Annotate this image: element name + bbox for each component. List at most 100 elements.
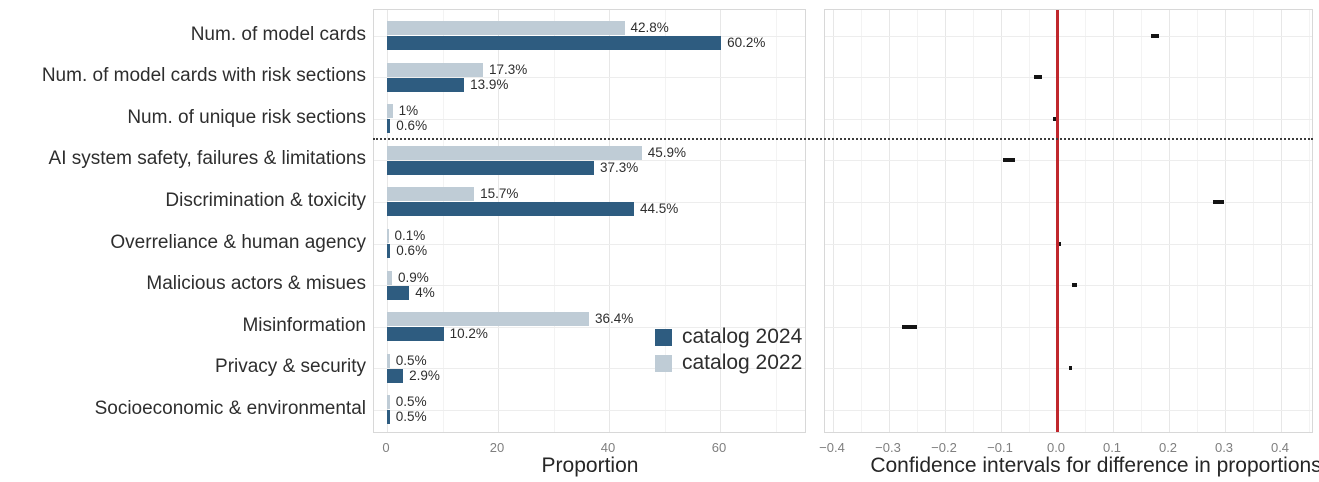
legend-swatch-catalog-2022 <box>655 354 672 372</box>
gridline-minor <box>861 10 862 432</box>
gridline-major <box>945 10 946 432</box>
bar-value-label-2024: 60.2% <box>727 35 766 50</box>
bar-value-label-2024: 0.5% <box>395 409 427 425</box>
gridline-minor <box>775 10 777 432</box>
x-tick-label: 0.1 <box>1102 440 1122 455</box>
bar-catalog-2022 <box>387 21 625 35</box>
bar-catalog-2024 <box>387 160 594 175</box>
x-tick-label: −0.1 <box>987 440 1013 455</box>
bar-catalog-2024 <box>387 244 391 258</box>
proportion-bar-panel: 42.8% 60.2% 17.3% 13.9% 1% 0.6% 45.9% 37.3% 15.7… <box>373 9 806 433</box>
gridline-minor <box>553 10 555 432</box>
bar-catalog-2024 <box>387 327 444 342</box>
bar-catalog-2022 <box>387 312 589 327</box>
bar-value-label-2024: 2.9% <box>409 367 440 383</box>
bar-value-label-2022: 0.5% <box>395 394 427 410</box>
left-axis-title: Proportion <box>541 454 639 477</box>
gridline-row <box>374 243 805 245</box>
legend-label-catalog-2022: catalog 2022 <box>682 351 803 374</box>
bar-value-label-2022: 0.1% <box>394 228 426 243</box>
gridline-major <box>889 10 890 432</box>
bar-value-label-2022: 0.5% <box>395 352 427 368</box>
bar-value-label-2022: 15.7% <box>480 186 519 202</box>
gridline-row <box>374 77 805 79</box>
x-tick-label: 0.4 <box>1270 440 1290 455</box>
gridline-major <box>1001 10 1002 432</box>
gridline-minor <box>1029 10 1030 432</box>
x-tick-label: 0.3 <box>1214 440 1234 455</box>
x-tick-label: 20 <box>489 440 505 455</box>
x-tick-label: 60 <box>711 440 727 455</box>
bar-value-label-2022: 1% <box>398 103 419 119</box>
gridline-major <box>498 10 499 432</box>
confidence-interval-panel <box>824 9 1313 433</box>
bar-catalog-2024 <box>387 368 404 383</box>
gridline-major <box>1225 10 1226 432</box>
gridline-row <box>825 285 1312 287</box>
ci-mark <box>1068 366 1073 371</box>
gridline-minor <box>664 10 666 432</box>
bar-value-label-2024: 13.9% <box>470 76 509 92</box>
right-axis-title: Confidence intervals for difference in p… <box>870 454 1319 477</box>
bar-catalog-2024 <box>387 36 722 50</box>
category-label: Malicious actors & misues <box>146 273 366 295</box>
gridline-minor <box>1253 10 1254 432</box>
gridline-row <box>825 201 1312 203</box>
ci-mark <box>902 324 918 329</box>
gridline-row <box>825 243 1312 245</box>
gridline-row <box>374 326 805 328</box>
bar-value-label-2024: 44.5% <box>640 201 679 217</box>
bar-value-label-2022: 17.3% <box>489 61 528 77</box>
ci-mark <box>1058 241 1061 246</box>
legend: catalog 2024 catalog 2022 <box>655 324 802 376</box>
gridline-major <box>1169 10 1170 432</box>
x-tick-label: −0.4 <box>819 440 845 455</box>
bar-value-label-2024: 0.6% <box>396 118 428 134</box>
gridline-major <box>1281 10 1282 432</box>
gridline-major <box>833 10 834 432</box>
gridline-row <box>825 160 1312 162</box>
gridline-row <box>374 409 805 411</box>
category-label: Socioeconomic & environmental <box>94 397 366 419</box>
legend-swatch-catalog-2024 <box>655 328 672 346</box>
gridline-row <box>374 118 805 120</box>
category-label: Num. of model cards with risk sections <box>41 65 366 87</box>
gridline-major <box>720 10 721 432</box>
category-label: Discrimination & toxicity <box>165 189 366 211</box>
bar-catalog-2022 <box>387 62 483 77</box>
gridline-row <box>825 35 1312 37</box>
ci-mark <box>1002 158 1015 163</box>
gridline-minor <box>973 10 974 432</box>
ci-mark <box>1150 33 1159 38</box>
bar-value-label-2024: 4% <box>415 284 435 300</box>
bar-catalog-2024 <box>387 410 390 425</box>
gridline-minor <box>1085 10 1086 432</box>
bar-catalog-2024 <box>387 202 634 217</box>
category-label: Privacy & security <box>215 356 366 378</box>
x-tick-label: −0.3 <box>875 440 901 455</box>
ci-mark <box>1212 199 1224 204</box>
gridline-minor <box>1197 10 1198 432</box>
gridline-row <box>374 368 805 370</box>
bar-value-label-2024: 10.2% <box>449 326 488 342</box>
bar-value-label-2022: 42.8% <box>630 20 669 35</box>
bar-catalog-2024 <box>387 119 391 134</box>
gridline-major <box>1113 10 1114 432</box>
bar-catalog-2024 <box>387 77 465 92</box>
category-label: AI system safety, failures & limitations <box>48 148 366 170</box>
gridline-row <box>825 368 1312 370</box>
ci-mark <box>1053 116 1057 121</box>
bar-catalog-2022 <box>387 395 390 410</box>
gridline-row <box>825 326 1312 328</box>
gridline-row <box>825 77 1312 79</box>
gridline-major <box>387 10 388 432</box>
x-tick-label: −0.2 <box>931 440 957 455</box>
bar-catalog-2022 <box>387 353 390 368</box>
category-label: Misinformation <box>242 314 366 336</box>
gridline-row <box>374 285 805 287</box>
legend-item-catalog-2024: catalog 2024 <box>655 324 802 350</box>
bar-value-label-2022: 45.9% <box>647 144 686 160</box>
gridline-row <box>825 118 1312 120</box>
category-label: Num. of model cards <box>190 23 366 45</box>
